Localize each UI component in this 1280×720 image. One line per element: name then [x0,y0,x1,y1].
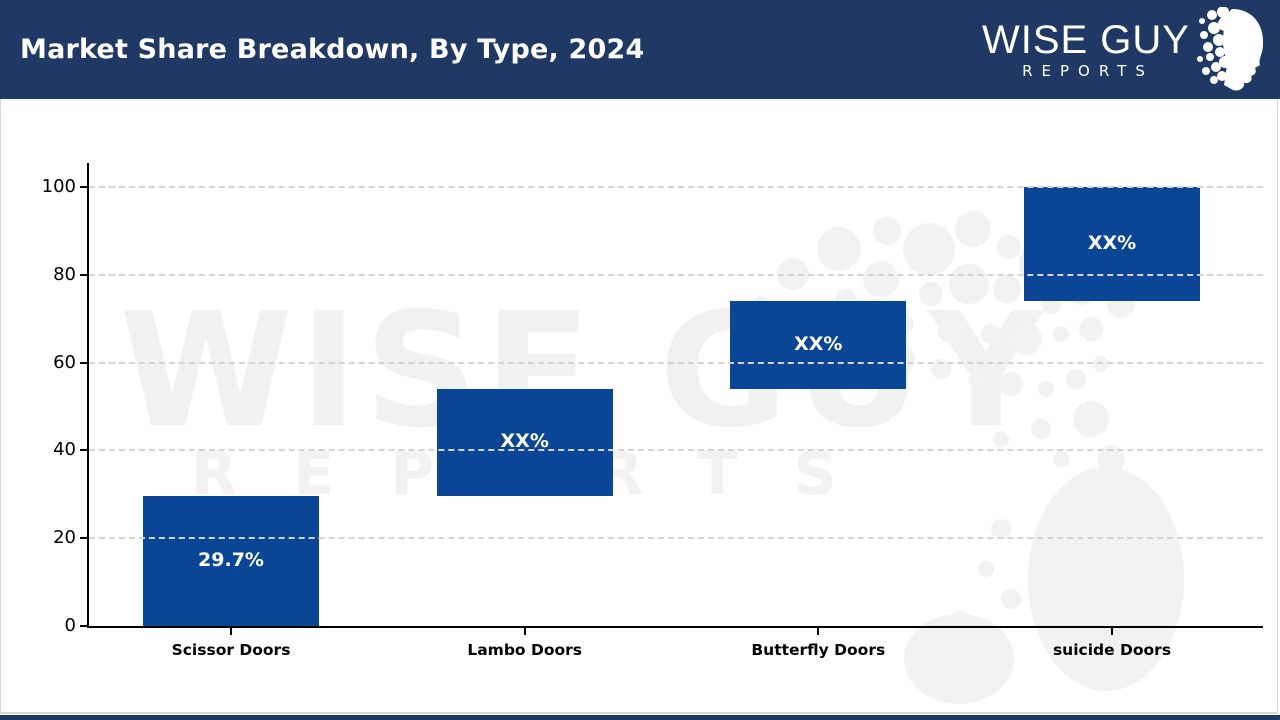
x-tick-label-suicide-doors: suicide Doors [1052,641,1172,659]
gridline-20 [89,537,1263,540]
bar-scissor-doors [143,495,319,626]
y-tickmark-60 [80,361,87,364]
bar-butterfly-doors [730,301,907,389]
x-axis-line [89,626,1263,628]
gridline-100 [89,186,1263,188]
gridline-60 [89,361,1263,364]
page-title: Market Share Breakdown, By Type, 2024 [20,34,645,65]
y-tickmark-20 [80,537,87,540]
x-tickmark-1 [230,628,232,635]
logo-subtitle: REPORTS [1022,62,1154,80]
y-tickmark-80 [80,273,87,276]
x-tickmark-2 [523,628,526,635]
x-tick-label-butterfly-doors: Butterfly Doors [751,641,886,659]
y-tick-label-0: 0 [64,615,76,636]
bar-value-label: XX% [1087,232,1137,255]
header: Market Share Breakdown, By Type, 2024 WI… [0,0,1280,99]
y-tick-label-80: 80 [53,263,76,285]
bar-value-label: XX% [794,333,843,356]
chart-area: WISE GUY REPORTS [0,99,1278,714]
x-tickmark-3 [817,628,820,635]
footer-bar [0,715,1280,720]
y-tick-label-40: 40 [53,439,76,461]
x-tick-label-scissor-doors: Scissor Doors [171,641,291,659]
gridline-80 [89,273,1263,276]
bar-suicide-doors [1024,187,1200,302]
y-tick-label-60: 60 [53,351,76,373]
wiseguy-logo: WISE GUY REPORTS [981,6,1266,93]
x-tick-label-lambo-doors: Lambo Doors [467,641,583,659]
y-tick-label-20: 20 [53,527,76,549]
bar-lambo-doors [436,388,613,496]
logo-head-icon [1197,6,1264,91]
y-axis-line [87,163,89,628]
bar-value-label: 29.7% [198,548,264,571]
gridline-40 [89,449,1263,452]
y-tickmark-40 [80,449,87,452]
bar-value-label: XX% [500,430,549,453]
logo-wordmark: WISE GUY [981,18,1190,62]
y-tickmark-100 [80,186,87,188]
y-tick-label-100: 100 [41,176,76,197]
x-tickmark-4 [1111,628,1113,635]
y-tickmark-0 [80,625,87,627]
